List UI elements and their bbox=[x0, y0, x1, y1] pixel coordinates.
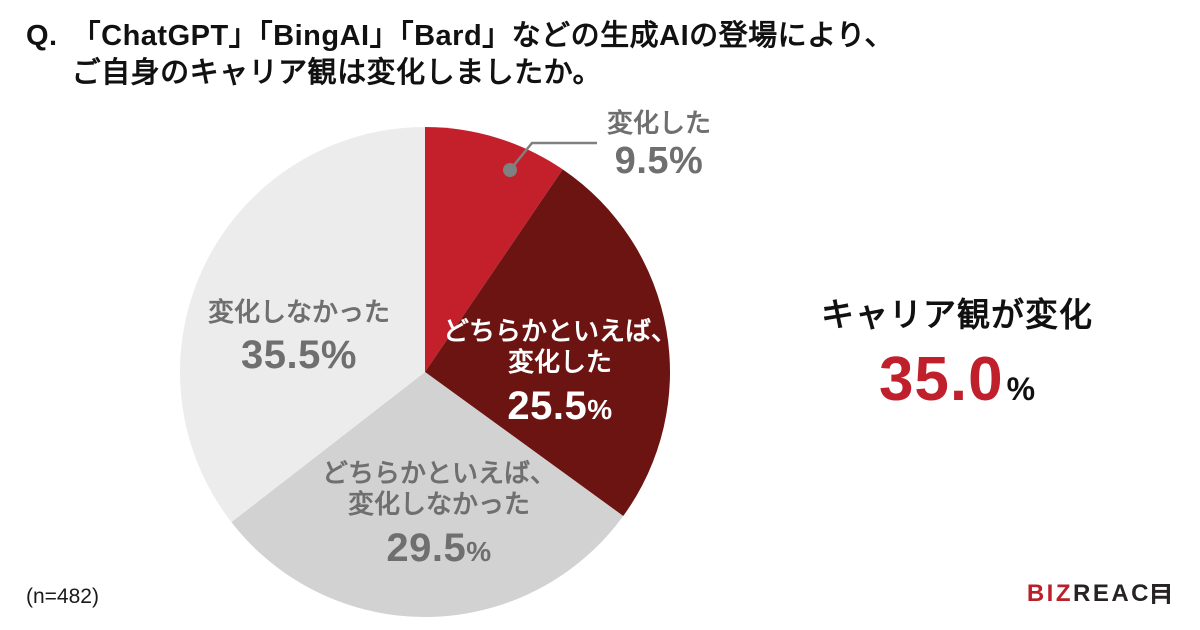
highlight-value: 35.0% bbox=[878, 345, 1036, 414]
slice-category: どちらかといえば、 bbox=[321, 458, 557, 488]
slice-category: 変化した bbox=[606, 108, 712, 138]
slice-category: 変化しなかった bbox=[347, 488, 531, 519]
slice-value: 25.5% bbox=[507, 384, 613, 429]
pie-slice-2 bbox=[231, 372, 624, 617]
slice-value: 9.5% bbox=[614, 139, 704, 182]
leader-line bbox=[509, 141, 597, 171]
slice-category: どちらかといえば、 bbox=[442, 316, 678, 346]
slice-category: 変化しなかった bbox=[207, 297, 391, 327]
leader-line-dot bbox=[503, 163, 517, 177]
sample-size: (n=482) bbox=[26, 585, 99, 608]
highlight-caption: キャリア観が変化 bbox=[821, 296, 1093, 333]
highlight-summary: キャリア観が変化 35.0% bbox=[821, 288, 1093, 415]
slice-category: 変化した bbox=[507, 346, 613, 377]
question-prefix: Q. bbox=[26, 20, 58, 52]
slice-value: 29.5% bbox=[386, 526, 492, 571]
slice-value: 35.5% bbox=[241, 332, 357, 377]
pie-slice-3 bbox=[180, 127, 425, 523]
slice-label-somewhat-changed: どちらかといえば、 変化した 25.5% bbox=[443, 316, 677, 431]
ladder-h-icon bbox=[1152, 584, 1170, 604]
question-line1: 「ChatGPT」「BingAI」「Bard」などの生成AIの登場により、 bbox=[71, 20, 894, 52]
slice-label-changed: 変化した 9.5% bbox=[607, 108, 711, 184]
pie-slice-1 bbox=[425, 169, 670, 517]
logo-text-biz: BIZ bbox=[1026, 580, 1073, 607]
slice-label-somewhat-not-changed: どちらかといえば、 変化しなかった 29.5% bbox=[322, 458, 556, 573]
logo-text-reac: REAC bbox=[1072, 580, 1151, 607]
pie-slice-0 bbox=[425, 127, 563, 372]
slice-label-not-changed: 変化しなかった 35.5% bbox=[208, 297, 390, 379]
page-title: Q. 「ChatGPT」「BingAI」「Bard」などの生成AIの登場により、… bbox=[26, 18, 894, 92]
bizreach-logo: BIZ REAC bbox=[1027, 580, 1170, 608]
question-line2: ご自身のキャリア観は変化しましたか。 bbox=[71, 57, 603, 89]
